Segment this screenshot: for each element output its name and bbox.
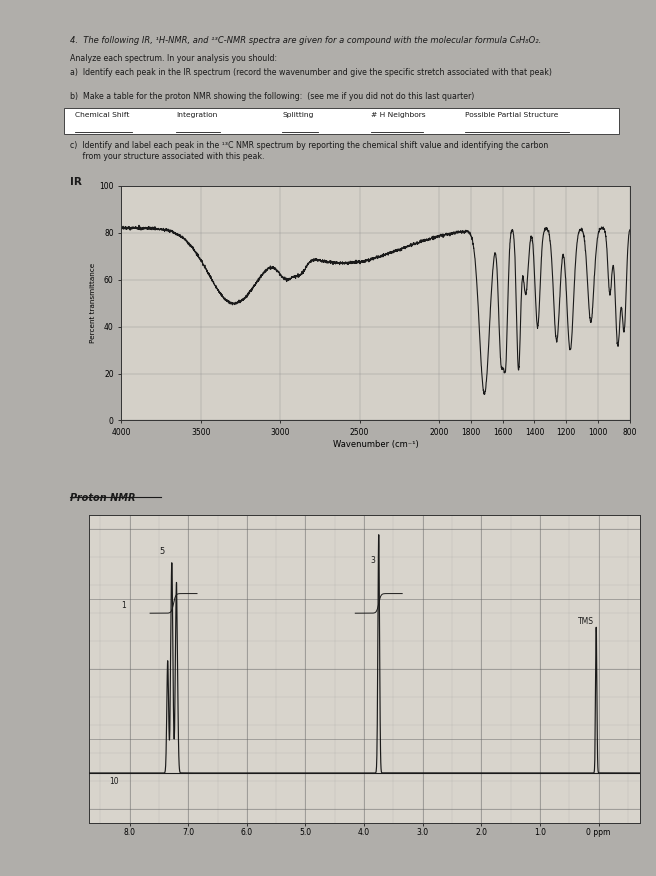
Text: IR: IR — [70, 177, 81, 187]
Text: TMS: TMS — [578, 618, 594, 626]
Text: Integration: Integration — [176, 112, 217, 117]
FancyBboxPatch shape — [64, 109, 619, 133]
Text: a)  Identify each peak in the IR spectrum (record the wavenumber and give the sp: a) Identify each peak in the IR spectrum… — [70, 68, 552, 77]
Text: 10: 10 — [109, 777, 119, 786]
Text: Splitting: Splitting — [282, 112, 314, 117]
X-axis label: Wavenumber (cm⁻¹): Wavenumber (cm⁻¹) — [333, 440, 419, 449]
Text: Chemical Shift: Chemical Shift — [75, 112, 130, 117]
Text: # H Neighbors: # H Neighbors — [371, 112, 425, 117]
Text: Analyze each spectrum. In your analysis you should:: Analyze each spectrum. In your analysis … — [70, 53, 277, 63]
Text: b)  Make a table for the proton NMR showing the following:  (see me if you did n: b) Make a table for the proton NMR showi… — [70, 91, 474, 101]
Text: c)  Identify and label each peak in the ¹³C NMR spectrum by reporting the chemic: c) Identify and label each peak in the ¹… — [70, 141, 548, 160]
Text: 5: 5 — [159, 548, 165, 556]
Text: 1: 1 — [121, 601, 125, 610]
Text: Proton NMR: Proton NMR — [70, 492, 135, 503]
Text: 3: 3 — [371, 555, 375, 565]
Y-axis label: Percent transmittance: Percent transmittance — [91, 263, 96, 343]
Text: Possible Partial Structure: Possible Partial Structure — [465, 112, 558, 117]
Text: 4.  The following IR, ¹H-NMR, and ¹³C-NMR spectra are given for a compound with : 4. The following IR, ¹H-NMR, and ¹³C-NMR… — [70, 36, 541, 45]
